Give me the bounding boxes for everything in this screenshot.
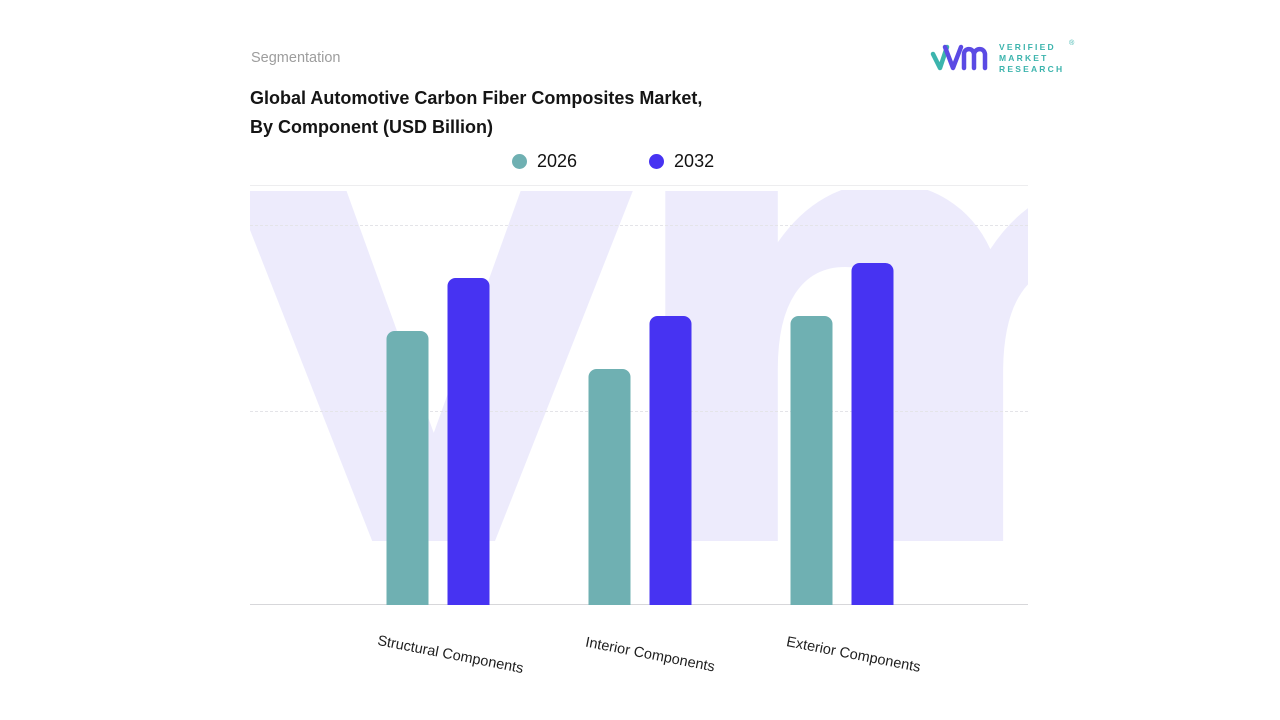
chart-legend: 2026 2032	[512, 151, 714, 172]
bar-2032-interior-components	[649, 316, 692, 605]
bar-2032-exterior-components	[851, 263, 894, 605]
legend-item-2026[interactable]: 2026	[512, 151, 577, 172]
chart-title-line2: By Component (USD Billion)	[250, 117, 493, 137]
legend-dot-2026	[512, 154, 527, 169]
logo-word-research: RESEARCH	[999, 63, 1065, 74]
gridline-top	[250, 225, 1028, 226]
registered-trademark-symbol: ®	[1069, 39, 1075, 47]
vmr-logo: VERIFIED MARKET RESEARCH ®	[928, 38, 1074, 78]
legend-dot-2032	[649, 154, 665, 169]
x-axis-line	[250, 604, 1028, 605]
vm-watermark: vm	[250, 190, 1028, 645]
bar-2032-structural-components	[447, 278, 490, 605]
legend-label-2032: 2032	[674, 151, 715, 171]
bar-2026-structural-components	[386, 331, 429, 605]
bar-2026-exterior-components	[790, 316, 833, 605]
vmr-logo-mark-icon	[930, 44, 988, 71]
bar-group-structural-components: Structural Components	[376, 278, 524, 677]
logo-word-market: MARKET	[999, 52, 1049, 63]
legend-label-2026: 2026	[537, 151, 578, 171]
logo-word-verified: VERIFIED	[999, 41, 1056, 52]
chart-title-line1: Global Automotive Carbon Fiber Composite…	[250, 88, 703, 108]
chart-title: Global Automotive Carbon Fiber Composite…	[250, 84, 702, 142]
chart-plot-area: Structural Components Interior Components…	[250, 225, 1028, 677]
gridline-middle	[250, 411, 1028, 413]
watermark-layer: vm	[250, 190, 1028, 645]
bar-group-interior-components: Interior Components	[584, 316, 716, 675]
legend-item-2032[interactable]: 2032	[649, 151, 714, 172]
bars-container: Structural Components Interior Components…	[250, 225, 1028, 677]
bar-2026-interior-components	[588, 369, 631, 605]
vmr-logo-text: VERIFIED MARKET RESEARCH ®	[999, 39, 1075, 74]
header-separator-line	[250, 185, 1028, 186]
bar-group-exterior-components: Exterior Components	[785, 263, 921, 676]
segmentation-label: Segmentation	[251, 50, 341, 66]
